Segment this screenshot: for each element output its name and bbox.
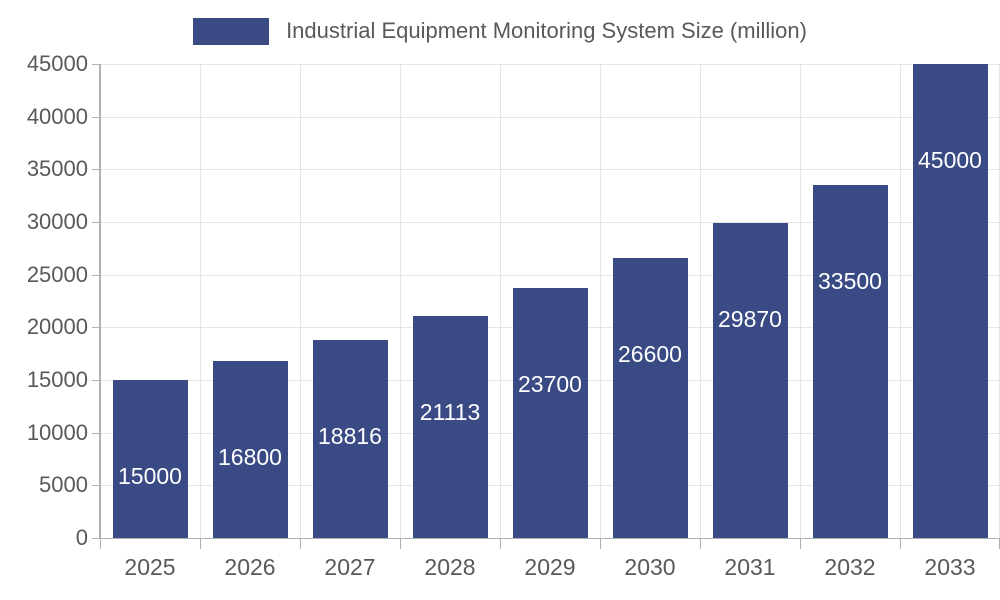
gridline-vertical (600, 64, 601, 538)
bar[interactable] (412, 315, 488, 538)
gridline-vertical (800, 64, 801, 538)
y-tick-label: 10000 (26, 419, 88, 445)
bar-value-label: 45000 (918, 147, 982, 173)
legend-color-swatch (193, 17, 270, 45)
y-tick-mark (92, 432, 100, 434)
bar[interactable] (112, 380, 188, 538)
x-tick-mark (300, 539, 301, 549)
gridline-horizontal (100, 222, 1000, 223)
bar-value-label: 15000 (118, 463, 182, 489)
chart-legend: Industrial Equipment Monitoring System S… (0, 10, 1000, 52)
y-tick-mark (92, 116, 100, 118)
y-tick-label: 5000 (39, 472, 88, 498)
bar[interactable] (712, 223, 788, 538)
y-tick-label: 20000 (26, 314, 88, 340)
bar-value-label: 21113 (419, 398, 481, 425)
y-tick-label: 40000 (26, 103, 88, 129)
x-tick-mark (400, 539, 401, 549)
x-tick-label: 2025 (124, 554, 176, 580)
x-tick-label: 2027 (324, 554, 376, 580)
y-tick-label: 30000 (26, 209, 88, 234)
bar-value-label: 16800 (218, 444, 282, 471)
gridline-horizontal (100, 64, 1000, 65)
plot-area: 15000 16800 18816 21113 23700 26600 29870 33500… (100, 64, 1000, 539)
x-tick-mark (900, 539, 901, 549)
bar-value-label: 23700 (518, 371, 582, 398)
bar[interactable] (912, 64, 988, 538)
y-tick-label: 0 (75, 525, 88, 550)
y-tick-mark (92, 222, 100, 223)
y-tick-label: 35000 (26, 156, 88, 182)
x-tick-mark (500, 539, 501, 549)
bar-value-label: 29870 (718, 306, 782, 333)
gridline-vertical (700, 64, 701, 538)
gridline-vertical (300, 64, 301, 538)
x-tick-label: 2028 (424, 554, 476, 580)
bar[interactable] (612, 257, 688, 538)
gridline-vertical (900, 64, 901, 538)
y-tick-mark (92, 327, 100, 329)
bar[interactable] (812, 185, 888, 538)
x-tick-label: 2033 (924, 554, 976, 580)
y-tick-mark (92, 169, 100, 171)
y-tick-mark (92, 485, 100, 487)
bar[interactable] (512, 288, 588, 538)
x-tick-mark (700, 539, 701, 549)
x-tick-label: 2029 (524, 554, 576, 580)
y-tick-label: 15000 (26, 367, 88, 392)
gridline-vertical (200, 64, 201, 538)
gridline-vertical (400, 64, 401, 538)
y-tick-mark (92, 64, 100, 65)
x-axis-baseline (100, 538, 1000, 539)
x-tick-mark (200, 539, 201, 549)
bar-value-label: 33500 (818, 268, 882, 295)
y-tick-label: 45000 (26, 51, 88, 76)
gridline-horizontal (100, 169, 1000, 171)
bar[interactable] (312, 339, 388, 538)
y-tick-mark (92, 274, 100, 276)
y-tick-label: 25000 (26, 261, 88, 287)
gridline-vertical (500, 64, 501, 538)
y-tick-mark (92, 380, 100, 381)
x-tick-label: 2031 (724, 554, 776, 580)
y-axis-spine (99, 64, 101, 539)
x-tick-mark (800, 539, 801, 549)
bar[interactable] (212, 361, 288, 538)
x-tick-label: 2026 (224, 554, 276, 580)
x-tick-label: 2032 (824, 554, 876, 580)
bar-value-label: 18816 (318, 422, 382, 449)
x-tick-mark (100, 539, 101, 549)
x-tick-mark (600, 539, 601, 549)
x-tick-label: 2030 (624, 554, 676, 580)
bar-value-label: 26600 (618, 340, 682, 367)
gridline-horizontal (100, 274, 1000, 276)
y-tick-mark (92, 538, 100, 539)
gridline-horizontal (100, 116, 1000, 118)
legend-label: Industrial Equipment Monitoring System S… (286, 18, 807, 43)
